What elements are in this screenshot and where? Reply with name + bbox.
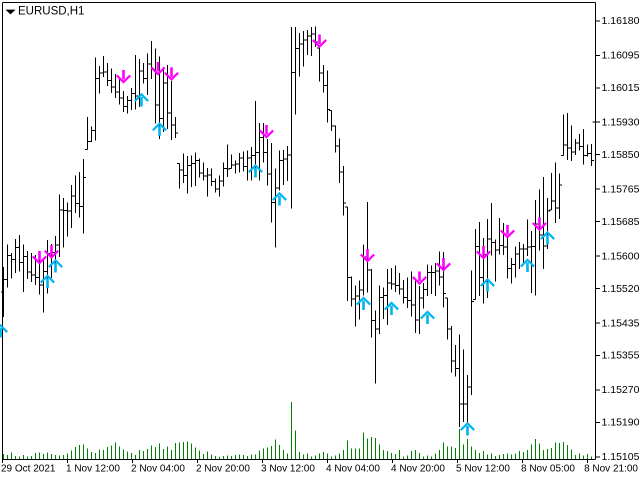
svg-text:4 Nov 20:00: 4 Nov 20:00 [391, 463, 445, 474]
svg-text:1.16180: 1.16180 [602, 15, 640, 27]
svg-text:1.15850: 1.15850 [602, 149, 640, 161]
svg-text:8 Nov 05:00: 8 Nov 05:00 [521, 463, 575, 474]
svg-text:1.15270: 1.15270 [602, 384, 640, 396]
svg-text:1.15685: 1.15685 [602, 216, 640, 228]
svg-text:1.15355: 1.15355 [602, 350, 640, 362]
svg-text:1.15105: 1.15105 [602, 451, 640, 463]
svg-text:4 Nov 04:00: 4 Nov 04:00 [326, 463, 380, 474]
svg-text:1.16095: 1.16095 [602, 50, 640, 62]
svg-text:8 Nov 21:00: 8 Nov 21:00 [584, 463, 638, 474]
svg-text:3 Nov 12:00: 3 Nov 12:00 [261, 463, 315, 474]
svg-text:1.15520: 1.15520 [602, 283, 640, 295]
svg-text:EURUSD,H1: EURUSD,H1 [18, 6, 84, 18]
svg-text:2 Nov 04:00: 2 Nov 04:00 [131, 463, 185, 474]
svg-text:1.15765: 1.15765 [602, 183, 640, 195]
svg-text:1.15600: 1.15600 [602, 250, 640, 262]
svg-text:1.15190: 1.15190 [602, 417, 640, 429]
svg-text:1.16015: 1.16015 [602, 82, 640, 94]
svg-text:29 Oct 2021: 29 Oct 2021 [1, 463, 56, 474]
svg-text:1.15435: 1.15435 [602, 317, 640, 329]
svg-text:1.15930: 1.15930 [602, 116, 640, 128]
svg-text:1 Nov 12:00: 1 Nov 12:00 [66, 463, 120, 474]
svg-text:5 Nov 12:00: 5 Nov 12:00 [456, 463, 510, 474]
svg-text:2 Nov 20:00: 2 Nov 20:00 [196, 463, 250, 474]
